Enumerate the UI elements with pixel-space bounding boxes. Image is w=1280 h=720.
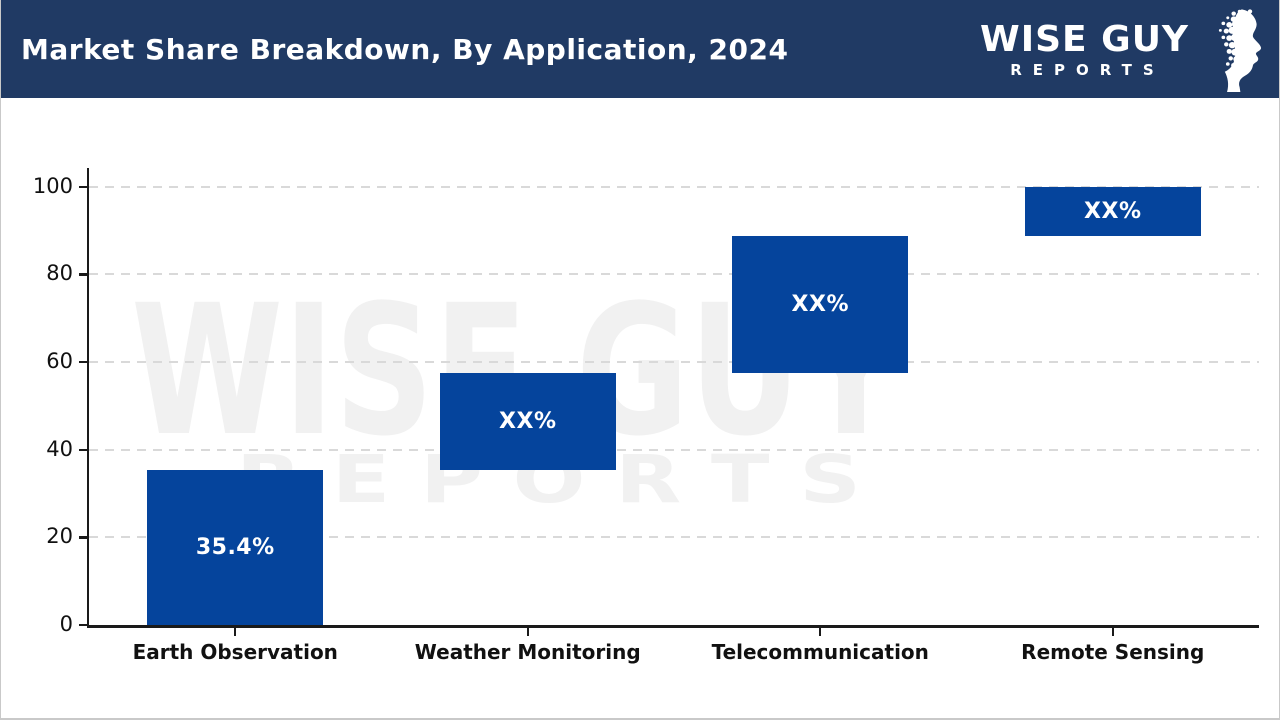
y-tick-label-100: 100 <box>32 173 73 198</box>
gridline-60 <box>89 360 1259 363</box>
y-axis-line <box>86 168 89 628</box>
y-tick-label-0: 0 <box>59 612 73 636</box>
y-tick-label-60: 60 <box>46 348 73 373</box>
logo-wordmark: WISE GUY <box>979 18 1189 60</box>
y-tick-label-40: 40 <box>46 436 73 461</box>
bar-value-label: 35.4% <box>195 534 275 560</box>
x-tick-3 <box>1111 627 1114 636</box>
watermark-dotted-head-icon <box>978 232 1149 631</box>
bar-value-label: XX% <box>1084 198 1142 224</box>
y-tick-20 <box>79 536 88 539</box>
header-band: Market Share Breakdown, By Application, … <box>1 0 1279 98</box>
category-label-2: Telecommunication <box>711 640 929 664</box>
x-tick-0 <box>234 627 237 636</box>
y-tick-label-80: 80 <box>46 261 73 286</box>
page-title: Market Share Breakdown, By Application, … <box>21 32 789 66</box>
category-label-0: Earth Observation <box>132 640 338 664</box>
bar-telecommunication: XX% <box>732 236 909 373</box>
gridline-20 <box>89 536 1259 539</box>
wise-guy-reports-logo: WISE GUY REPORTS <box>980 6 1267 94</box>
x-tick-1 <box>526 627 529 636</box>
category-label-3: Remote Sensing <box>1021 640 1205 664</box>
gridline-100 <box>89 185 1259 188</box>
logo-text: WISE GUY REPORTS <box>979 18 1189 79</box>
bar-weather-monitoring: XX% <box>439 372 616 470</box>
y-tick-label-20: 20 <box>46 524 73 549</box>
gridline-80 <box>89 273 1259 276</box>
bar-remote-sensing: XX% <box>1024 186 1201 237</box>
y-tick-100 <box>79 185 88 188</box>
y-tick-0 <box>79 624 88 627</box>
x-axis-line <box>86 625 1259 628</box>
logo-subtitle: REPORTS <box>1010 60 1165 79</box>
x-tick-2 <box>819 627 822 636</box>
bar-earth-observation: 35.4% <box>147 469 324 625</box>
chart-area: WISE GUY R E P O R T S 0 20 40 60 80 100 35.4%… <box>1 98 1279 718</box>
y-tick-60 <box>79 360 88 364</box>
gridline-40 <box>89 448 1259 451</box>
dotted-head-icon <box>1218 9 1262 92</box>
bar-value-label: XX% <box>791 292 849 318</box>
y-tick-80 <box>79 273 88 276</box>
y-tick-40 <box>79 448 88 451</box>
bar-value-label: XX% <box>499 408 557 434</box>
category-label-1: Weather Monitoring <box>414 640 641 664</box>
